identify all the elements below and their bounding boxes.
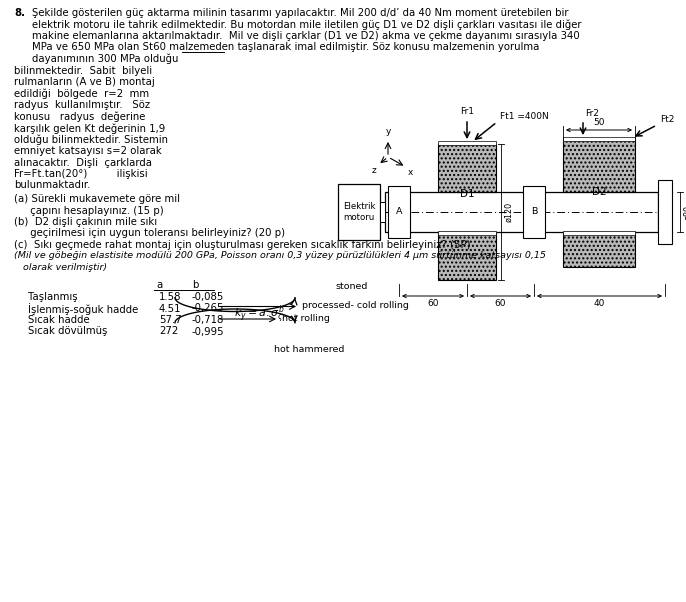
Bar — [380, 202, 385, 222]
Text: Sıcak hadde: Sıcak hadde — [28, 315, 90, 325]
Text: olduğu bilinmektedir. Sistemin: olduğu bilinmektedir. Sistemin — [14, 134, 168, 145]
Text: b: b — [192, 281, 198, 291]
Text: D2: D2 — [592, 187, 606, 197]
Text: rulmanların (A ve B) montaj: rulmanların (A ve B) montaj — [14, 77, 155, 87]
Text: -0,265: -0,265 — [192, 303, 224, 314]
Bar — [438, 231, 496, 235]
Text: Fr2: Fr2 — [585, 109, 599, 118]
Bar — [563, 232, 635, 267]
Text: çapını hesaplayınız. (15 p): çapını hesaplayınız. (15 p) — [14, 205, 164, 216]
Text: Fr=Ft.tan(20°)         ilişkisi: Fr=Ft.tan(20°) ilişkisi — [14, 169, 147, 179]
Text: D1: D1 — [460, 189, 474, 199]
Text: processed- cold rolling: processed- cold rolling — [302, 302, 409, 311]
Text: stoned: stoned — [335, 282, 368, 291]
Text: y: y — [386, 127, 391, 136]
Text: karşılık gelen Kt değerinin 1,9: karşılık gelen Kt değerinin 1,9 — [14, 123, 165, 134]
Text: Ft1 =400N: Ft1 =400N — [500, 112, 549, 121]
Bar — [523, 186, 545, 238]
Bar — [438, 144, 496, 192]
Text: 8.: 8. — [14, 8, 25, 18]
Text: 1.58: 1.58 — [159, 292, 182, 302]
Text: edildiği  bölgede  r=2  mm: edildiği bölgede r=2 mm — [14, 88, 149, 99]
Text: 57.7: 57.7 — [159, 315, 182, 325]
Text: geçirilmesi için uygun toleransı belirleyiniz? (20 p): geçirilmesi için uygun toleransı belirle… — [14, 229, 285, 238]
Text: z: z — [371, 166, 376, 175]
Text: ø80: ø80 — [683, 205, 686, 220]
Bar — [338, 184, 380, 240]
Text: 272: 272 — [159, 326, 178, 337]
Text: 4.51: 4.51 — [159, 303, 182, 314]
Text: olarak verilmiştir): olarak verilmiştir) — [14, 263, 107, 272]
Text: dayanımının 300 MPa olduğu: dayanımının 300 MPa olduğu — [32, 54, 178, 64]
Bar — [385, 192, 658, 232]
Text: B: B — [531, 208, 537, 217]
Text: (c)  Sıkı geçmede rahat montaj için oluşturulması gereken sıcaklık farkını belir: (c) Sıkı geçmede rahat montaj için oluşt… — [14, 240, 471, 250]
Text: alınacaktır.  Dişli  çarklarda: alınacaktır. Dişli çarklarda — [14, 158, 152, 167]
Text: A: A — [396, 208, 402, 217]
Text: 50: 50 — [593, 118, 605, 127]
Text: 60: 60 — [427, 299, 439, 308]
Text: Taşlanmış: Taşlanmış — [28, 292, 78, 302]
Text: Sıcak dövülmüş: Sıcak dövülmüş — [28, 326, 108, 337]
Text: 60: 60 — [495, 299, 506, 308]
Text: (Mil ve göbeğin elastisite modülü 200 GPa, Poisson oranı 0,3 yüzey pürüzlülükler: (Mil ve göbeğin elastisite modülü 200 GP… — [14, 252, 546, 261]
Text: x: x — [408, 168, 414, 177]
Text: (b)  D2 dişli çakının mile sıkı: (b) D2 dişli çakının mile sıkı — [14, 217, 157, 227]
Text: Şekilde gösterilen güç aktarma milinin tasarımı yapılacaktır. Mil 200 d/d’ da 40: Şekilde gösterilen güç aktarma milinin t… — [32, 8, 569, 18]
Bar — [388, 186, 410, 238]
Text: radyus  kullanılmıştır.   Söz: radyus kullanılmıştır. Söz — [14, 100, 150, 110]
Text: emniyet katsayısı s=2 olarak: emniyet katsayısı s=2 olarak — [14, 146, 162, 156]
Text: elektrik motoru ile tahrik edilmektedir. Bu motordan mile iletilen güç D1 ve D2 : elektrik motoru ile tahrik edilmektedir.… — [32, 19, 582, 30]
Bar — [563, 140, 635, 192]
Text: a: a — [156, 281, 163, 291]
Text: bilinmektedir.  Sabit  bilyeli: bilinmektedir. Sabit bilyeli — [14, 66, 152, 75]
Text: Ft2: Ft2 — [660, 115, 674, 124]
Text: bulunmaktadır.: bulunmaktadır. — [14, 181, 91, 190]
Text: konusu   radyus  değerine: konusu radyus değerine — [14, 111, 145, 122]
Text: hot hammered: hot hammered — [274, 344, 344, 353]
Text: İşlenmiş-soğuk hadde: İşlenmiş-soğuk hadde — [28, 303, 139, 315]
Text: $k_y = a. \sigma_{\varsigma}^b$: $k_y = a. \sigma_{\varsigma}^b$ — [234, 303, 285, 326]
Text: (a) Sürekli mukavemete göre mil: (a) Sürekli mukavemete göre mil — [14, 194, 180, 204]
Text: 40: 40 — [594, 299, 605, 308]
Text: -0,085: -0,085 — [192, 292, 224, 302]
Bar — [563, 231, 635, 235]
Text: ø120: ø120 — [504, 202, 513, 222]
Text: hot rolling: hot rolling — [282, 314, 330, 323]
Text: MPa ve 650 MPa olan St60 malzemeden taşlanarak imal edilmiştir. Söz konusu malze: MPa ve 650 MPa olan St60 malzemeden taşl… — [32, 43, 539, 52]
Bar — [658, 180, 672, 244]
Bar — [563, 137, 635, 141]
Text: -0,718: -0,718 — [192, 315, 224, 325]
Text: Elektrik
motoru: Elektrik motoru — [343, 202, 375, 222]
Bar — [438, 232, 496, 280]
Text: Fr1: Fr1 — [460, 107, 474, 116]
Text: -0,995: -0,995 — [192, 326, 224, 337]
Text: makine elemanlarına aktarılmaktadır.  Mil ve dişli çarklar (D1 ve D2) akma ve çe: makine elemanlarına aktarılmaktadır. Mil… — [32, 31, 580, 41]
Bar — [438, 141, 496, 145]
